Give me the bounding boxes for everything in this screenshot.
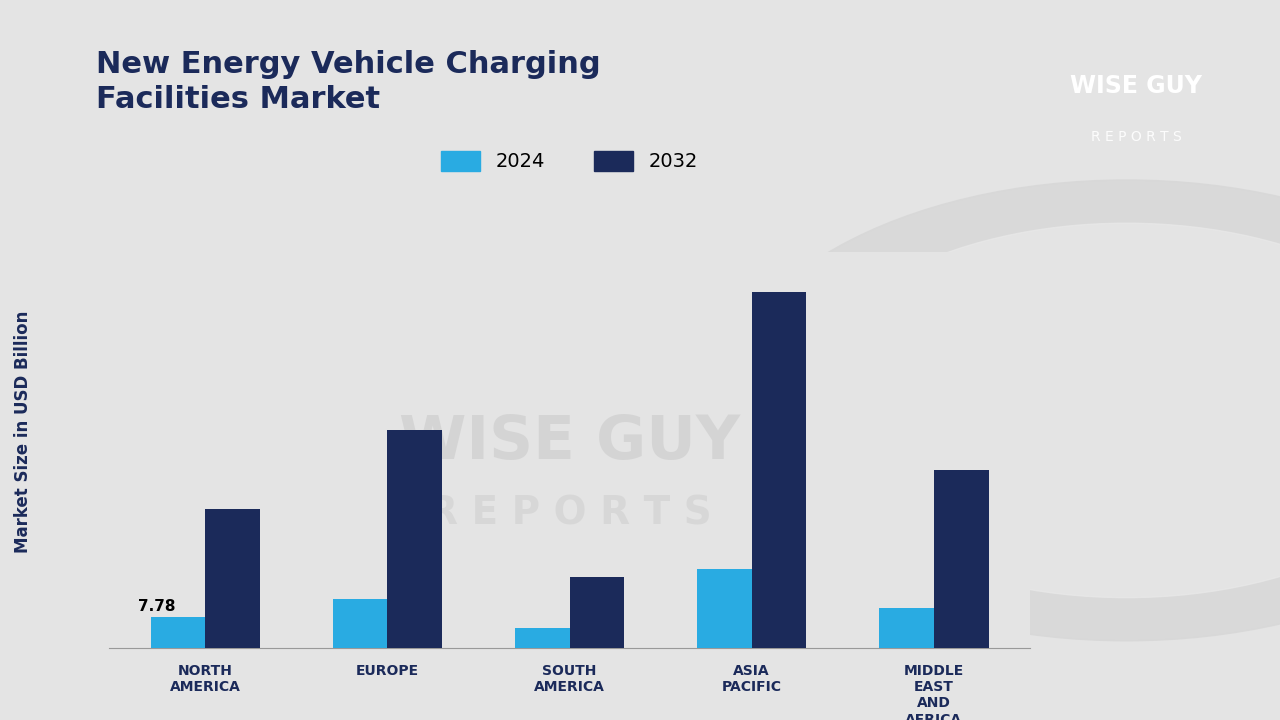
Bar (879, 608, 934, 648)
Bar (934, 470, 988, 648)
Text: Market Size in USD Billion: Market Size in USD Billion (14, 311, 32, 553)
Circle shape (794, 223, 1280, 598)
Bar (205, 510, 260, 648)
Text: New Energy Vehicle Charging
Facilities Market: New Energy Vehicle Charging Facilities M… (96, 50, 600, 114)
Text: R E P O R T S: R E P O R T S (1091, 130, 1181, 144)
Bar (151, 617, 205, 648)
Bar (388, 430, 442, 648)
Bar (570, 577, 625, 648)
Legend: 2024, 2032: 2024, 2032 (434, 143, 705, 179)
Bar (698, 569, 751, 648)
Bar (333, 598, 388, 648)
Text: WISE GUY: WISE GUY (1070, 74, 1202, 99)
Text: WISE GUY: WISE GUY (399, 413, 740, 472)
Text: R E P O R T S: R E P O R T S (428, 495, 712, 532)
Circle shape (717, 180, 1280, 641)
Bar (751, 292, 806, 648)
Text: 7.78: 7.78 (138, 599, 175, 614)
Bar (515, 628, 570, 648)
